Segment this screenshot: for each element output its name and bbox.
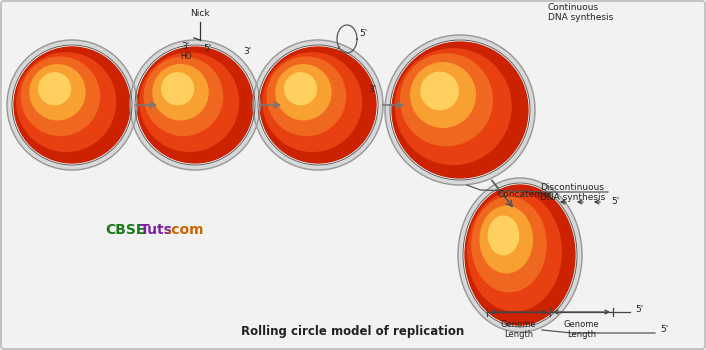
Ellipse shape — [458, 178, 582, 332]
Text: Genome
Length: Genome Length — [501, 320, 537, 340]
Text: Rolling circle model of replication: Rolling circle model of replication — [241, 325, 465, 338]
Ellipse shape — [390, 40, 530, 180]
Ellipse shape — [7, 40, 137, 170]
Ellipse shape — [285, 73, 316, 105]
Text: 3': 3' — [244, 48, 252, 56]
Ellipse shape — [463, 183, 577, 327]
Ellipse shape — [385, 35, 535, 185]
Text: 5': 5' — [359, 29, 367, 38]
Ellipse shape — [30, 65, 85, 120]
Text: .com: .com — [167, 223, 205, 237]
Text: 5': 5' — [203, 44, 211, 53]
Text: Tuts: Tuts — [140, 223, 173, 237]
Ellipse shape — [162, 73, 193, 105]
Ellipse shape — [260, 47, 376, 163]
Text: 3': 3' — [181, 42, 190, 51]
Text: 5': 5' — [660, 326, 669, 335]
Ellipse shape — [12, 45, 132, 165]
Ellipse shape — [144, 57, 222, 135]
Ellipse shape — [395, 49, 511, 164]
Ellipse shape — [263, 53, 361, 152]
Text: Concatemer: Concatemer — [498, 190, 554, 199]
Text: CBSE: CBSE — [105, 223, 145, 237]
Ellipse shape — [137, 47, 253, 163]
Ellipse shape — [480, 206, 532, 273]
Ellipse shape — [400, 54, 492, 146]
Ellipse shape — [392, 42, 528, 178]
Ellipse shape — [465, 185, 575, 325]
Ellipse shape — [130, 40, 260, 170]
Text: Discontinuous
DNA synthesis: Discontinuous DNA synthesis — [540, 183, 605, 202]
Ellipse shape — [276, 65, 331, 120]
Ellipse shape — [140, 53, 239, 152]
Ellipse shape — [135, 45, 255, 165]
Ellipse shape — [468, 192, 561, 311]
Ellipse shape — [411, 63, 475, 127]
Ellipse shape — [153, 65, 208, 120]
Text: Continuous
DNA synthesis: Continuous DNA synthesis — [548, 2, 614, 22]
Text: HO: HO — [180, 52, 192, 61]
Ellipse shape — [39, 73, 71, 105]
Text: 5': 5' — [611, 197, 619, 206]
Ellipse shape — [421, 72, 458, 110]
Text: 3': 3' — [369, 85, 377, 94]
Ellipse shape — [21, 57, 100, 135]
Ellipse shape — [472, 197, 546, 292]
Ellipse shape — [268, 57, 345, 135]
Text: Nick: Nick — [190, 9, 210, 18]
Ellipse shape — [253, 40, 383, 170]
Ellipse shape — [258, 45, 378, 165]
Text: Genome
Length: Genome Length — [563, 320, 599, 340]
Ellipse shape — [17, 53, 116, 152]
Text: 5': 5' — [635, 304, 643, 314]
Ellipse shape — [489, 216, 519, 255]
Ellipse shape — [14, 47, 130, 163]
